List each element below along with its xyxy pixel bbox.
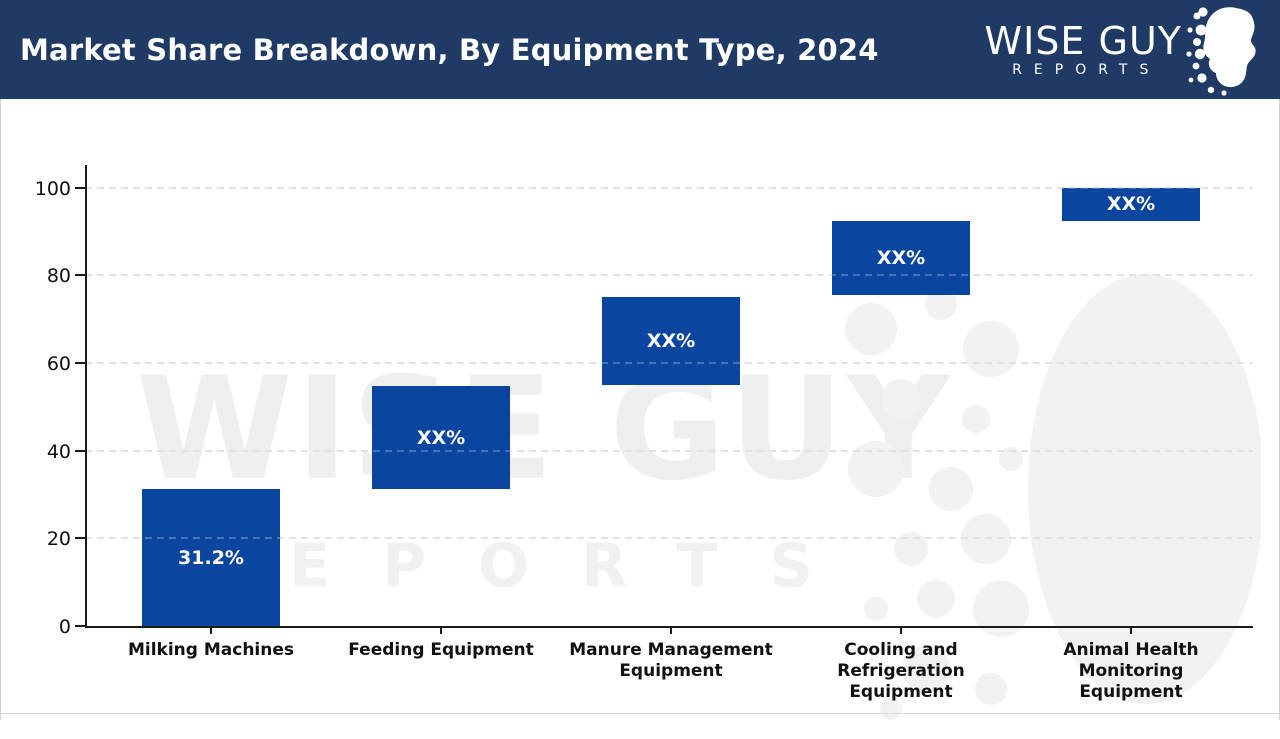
y-tick-label-40: 40	[46, 440, 71, 463]
y-tick-0	[75, 625, 85, 627]
category-label-feeding-equipment: Feeding Equipment	[348, 640, 534, 660]
y-tick-100	[75, 186, 85, 189]
y-tick-60	[75, 361, 85, 364]
y-tick-label-20: 20	[46, 528, 71, 551]
watermark-text-2: REPORTS	[191, 531, 865, 601]
y-tick-label-100: 100	[34, 177, 71, 200]
x-tick-4	[1130, 626, 1132, 634]
category-label-manure-management-equipment: Manure Management Equipment	[569, 640, 773, 681]
logo-subtext: REPORTS	[1012, 62, 1161, 78]
y-tick-label-60: 60	[46, 352, 71, 375]
gridline-100	[85, 186, 1253, 189]
header: Market Share Breakdown, By Equipment Typ…	[0, 0, 1280, 99]
bar-feeding-equipment: XX%	[372, 386, 510, 490]
y-tick-80	[75, 274, 85, 277]
x-tick-3	[900, 626, 902, 634]
logo: WISE GUY REPORTS	[985, 0, 1270, 99]
plot-area: 0 20 40 60 80 100 31.2% Milking Machines XX% Feed…	[35, 168, 1253, 702]
page-title: Market Share Breakdown, By Equipment Typ…	[20, 32, 879, 67]
category-label-animal-health-monitoring-equipment: Animal Health Monitoring Equipment	[1063, 640, 1199, 702]
gridline-overlay-40	[85, 449, 1253, 452]
gridline-20	[85, 537, 1253, 540]
gridline-overlay-80	[85, 274, 1253, 277]
watermark-text-1: WISE GUY	[136, 347, 953, 512]
bar-animal-health-monitoring-equipment: XX%	[1062, 187, 1200, 221]
y-tick-40	[75, 449, 85, 452]
gridline-overlay-60	[85, 361, 1253, 364]
logo-wordmark: WISE GUY	[984, 19, 1182, 63]
bar-manure-management-equipment: XX%	[602, 297, 740, 385]
gridline-80	[85, 274, 1253, 277]
x-tick-1	[440, 626, 442, 634]
gridline-overlay-20	[85, 537, 1253, 540]
bar-value-label: XX%	[646, 329, 696, 352]
bar-value-label: XX%	[1106, 193, 1156, 216]
category-label-cooling-and-refrigeration-equipment: Cooling and Refrigeration Equipment	[837, 640, 965, 702]
gridline-overlay-100	[85, 186, 1253, 189]
bar-cooling-and-refrigeration-equipment: XX%	[832, 220, 970, 296]
figure-bottom-border	[0, 713, 1280, 714]
bar-milking-machines: 31.2%	[142, 489, 280, 626]
y-tick-label-80: 80	[46, 265, 71, 288]
y-axis	[85, 165, 87, 628]
y-tick-label-0: 0	[58, 616, 71, 638]
bar-value-label: 31.2%	[178, 546, 244, 569]
x-axis	[85, 626, 1253, 628]
gridline-40	[85, 449, 1253, 452]
bar-value-label: XX%	[876, 247, 926, 270]
bar-value-label: XX%	[416, 426, 466, 449]
y-tick-20	[75, 537, 85, 540]
logo-text: WISE GUY REPORTS	[985, 21, 1182, 78]
x-tick-2	[670, 626, 672, 634]
logo-face-icon	[1186, 6, 1256, 96]
category-label-milking-machines: Milking Machines	[127, 640, 295, 660]
x-tick-0	[210, 626, 212, 634]
